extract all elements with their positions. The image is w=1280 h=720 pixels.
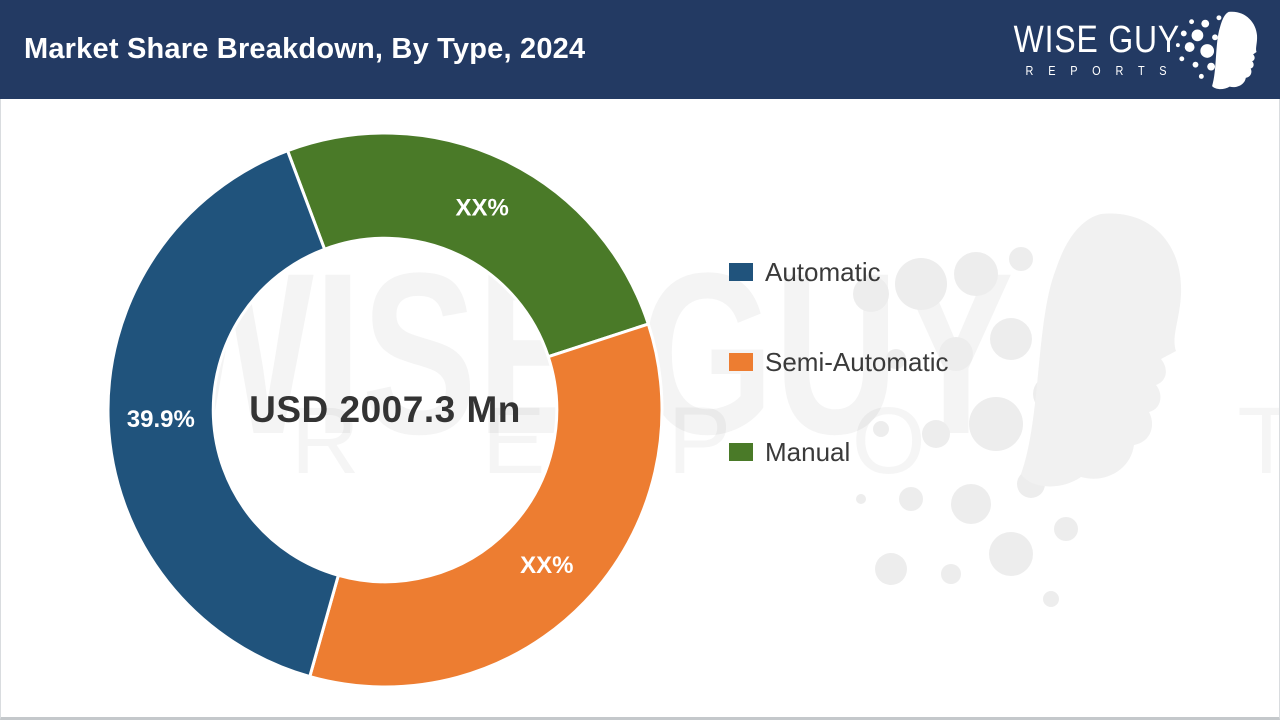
legend-item-manual: Manual: [729, 436, 949, 468]
legend-swatch-manual-icon: [729, 443, 753, 461]
legend-swatch-automatic-icon: [729, 263, 753, 281]
logo-wordmark: WISE GUY: [1013, 19, 1180, 61]
donut-chart: XX% XX% 39.9%: [106, 131, 664, 689]
slice-label-automatic: 39.9%: [127, 406, 195, 433]
logo-face-dots-icon: [1175, 11, 1258, 89]
slice-semi-automatic: [308, 322, 664, 689]
watermark-face-dots-icon: [853, 213, 1182, 607]
legend-item-automatic: Automatic: [729, 256, 949, 288]
wiseguy-logo: WISE GUY R E P O R T S: [982, 8, 1262, 92]
chart-center-value: USD 2007.3 Mn: [249, 389, 521, 430]
legend-item-semi-automatic: Semi-Automatic: [729, 346, 949, 378]
legend-swatch-semi-automatic-icon: [729, 353, 753, 371]
header-bar: Market Share Breakdown, By Type, 2024 WI…: [0, 0, 1280, 99]
chart-area: WISE GUY R E P O R T S XX%XX%39.9% USD 2…: [0, 99, 1280, 720]
page-title: Market Share Breakdown, By Type, 2024: [24, 33, 586, 65]
logo-subtitle: R E P O R T S: [1025, 63, 1173, 78]
chart-legend: Automatic Semi-Automatic Manual: [729, 256, 949, 468]
slice-label-manual: XX%: [455, 194, 508, 221]
slice-automatic: [106, 149, 340, 679]
slice-manual: [286, 131, 650, 359]
slice-label-semi-automatic: XX%: [520, 552, 573, 579]
